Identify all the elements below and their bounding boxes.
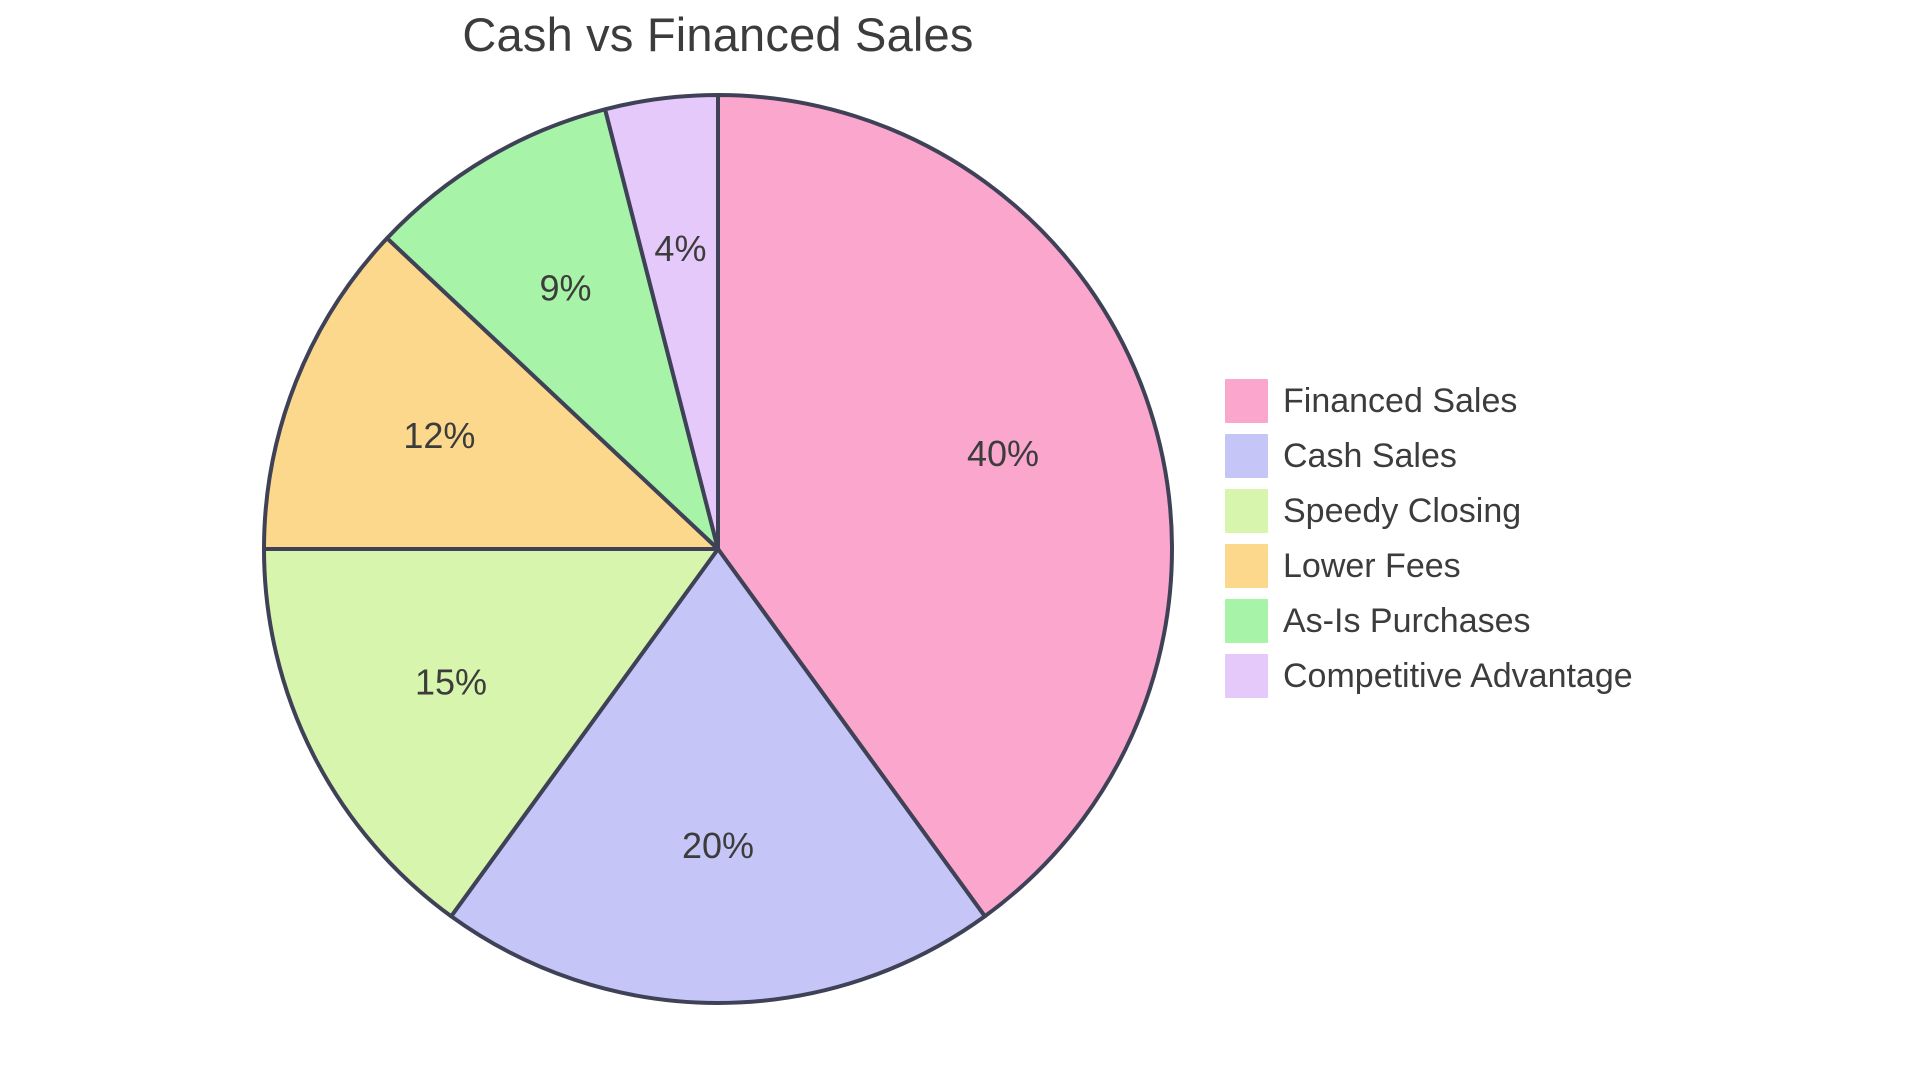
pie-slice[interactable]: [385, 107, 720, 551]
pie-slice-label: 12%: [403, 415, 475, 456]
legend-item[interactable]: Lower Fees: [1225, 544, 1633, 588]
pie-slice-label: 40%: [967, 433, 1039, 474]
pie-plot-area: 40% 20% 15% 12% 9% 4%: [262, 93, 1174, 1005]
page-title: Cash vs Financed Sales: [462, 8, 974, 61]
legend-item[interactable]: Speedy Closing: [1225, 489, 1633, 533]
legend: Financed Sales Cash Sales Speedy Closing Lo…: [1225, 379, 1633, 698]
legend-item-label: Speedy Closing: [1283, 492, 1522, 530]
pie-slice-label: 9%: [539, 268, 591, 309]
legend-swatch-icon: [1225, 489, 1268, 533]
legend-item-label: Competitive Advantage: [1283, 657, 1633, 695]
legend-item-label: Financed Sales: [1283, 382, 1518, 420]
legend-swatch-icon: [1225, 544, 1268, 588]
pie-slice[interactable]: [716, 93, 1174, 919]
legend-swatch-icon: [1225, 434, 1268, 478]
legend-item[interactable]: Financed Sales: [1225, 379, 1633, 423]
pie-slice-label: 15%: [415, 662, 487, 703]
pie-slice[interactable]: [449, 547, 987, 1005]
pie-svg: 40% 20% 15% 12% 9% 4%: [262, 93, 1174, 1005]
pie-slice[interactable]: [262, 236, 720, 551]
pie-slices: [262, 93, 1174, 1005]
pie-slice[interactable]: [603, 93, 720, 551]
pie-slice-label: 20%: [682, 825, 754, 866]
legend-swatch-icon: [1225, 379, 1268, 423]
pie-slice[interactable]: [262, 547, 720, 919]
legend-item-label: Cash Sales: [1283, 437, 1457, 475]
legend-item-label: As-Is Purchases: [1283, 602, 1531, 640]
pie-slice-labels: 40% 20% 15% 12% 9% 4%: [403, 228, 1039, 866]
legend-item[interactable]: Competitive Advantage: [1225, 654, 1633, 698]
legend-swatch-icon: [1225, 599, 1268, 643]
legend-swatch-icon: [1225, 654, 1268, 698]
legend-item-label: Lower Fees: [1283, 547, 1461, 585]
legend-item[interactable]: As-Is Purchases: [1225, 599, 1633, 643]
legend-item[interactable]: Cash Sales: [1225, 434, 1633, 478]
pie-slice-label: 4%: [654, 228, 706, 269]
